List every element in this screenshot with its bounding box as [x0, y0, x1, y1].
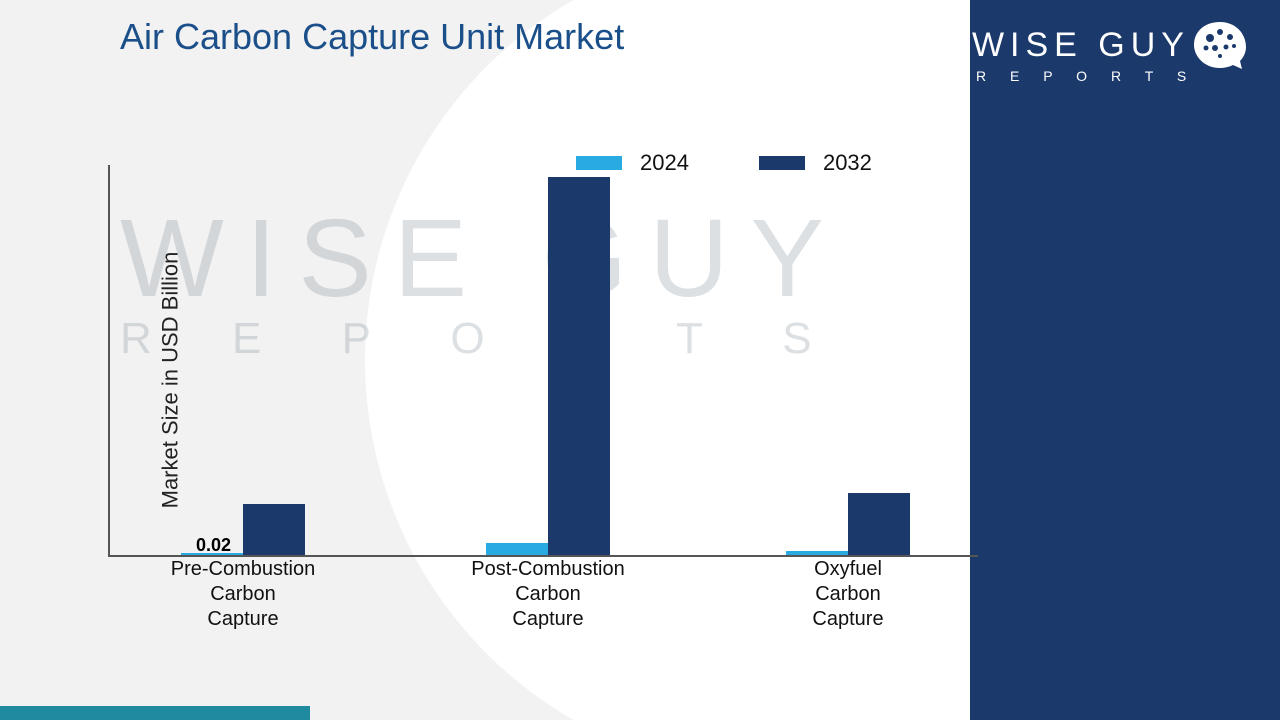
- brand-logo: WISE GUY R E P O R T S: [972, 20, 1250, 84]
- logo-head-icon: [1190, 20, 1250, 70]
- y-axis-line: [108, 165, 110, 555]
- right-panel: [970, 0, 1280, 720]
- chart-canvas: WISE GUY R E P O R T S Air Carbon Captur…: [0, 0, 1280, 720]
- bar-2024: [786, 551, 848, 555]
- logo-text-line2: R E P O R T S: [972, 68, 1250, 84]
- bottom-strip: [0, 706, 310, 720]
- category-label: Pre-CombustionCarbonCapture: [143, 557, 343, 632]
- logo-text-line1: WISE GUY: [972, 26, 1190, 65]
- legend-swatch-2032: [759, 156, 805, 170]
- legend-swatch-2024: [576, 156, 622, 170]
- category-label: Post-CombustionCarbonCapture: [448, 557, 648, 632]
- legend-item-2032: 2032: [759, 150, 872, 176]
- bar-2024: [486, 543, 548, 555]
- bar-2032: [243, 504, 305, 555]
- category-label: OxyfuelCarbonCapture: [748, 557, 948, 632]
- chart-legend: 2024 2032: [576, 150, 872, 176]
- bar-2032: [548, 177, 610, 555]
- bar-2024: [181, 553, 243, 555]
- chart-title: Air Carbon Capture Unit Market: [120, 16, 624, 58]
- legend-item-2024: 2024: [576, 150, 689, 176]
- bar-chart: Market Size in USD Billion 2024 2032 0.0…: [86, 155, 986, 605]
- bar-2032: [848, 493, 910, 555]
- legend-label-2032: 2032: [823, 150, 872, 176]
- legend-label-2024: 2024: [640, 150, 689, 176]
- y-axis-label: Market Size in USD Billion: [157, 252, 183, 509]
